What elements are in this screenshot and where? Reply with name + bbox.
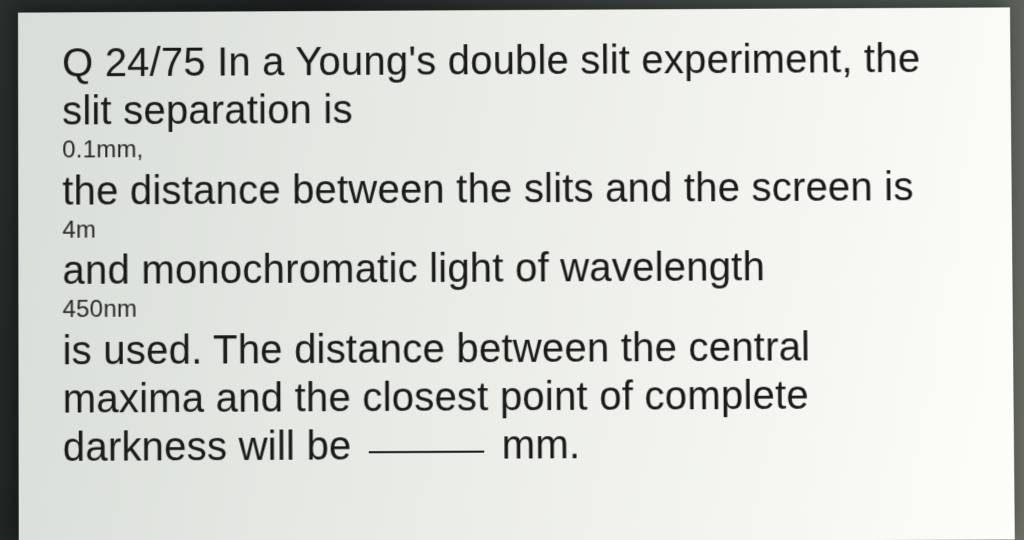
value-wavelength: 450nm	[62, 291, 976, 324]
question-line-3: the distance between the slits and the s…	[62, 163, 975, 214]
question-line-6: maxima and the closest point of complete	[63, 371, 978, 422]
question-line-4: and monochromatic light of wavelength	[62, 243, 976, 294]
value-slit-separation: 0.1mm,	[62, 132, 975, 164]
question-line-1: Q 24/75 In a Young's double slit experim…	[62, 36, 975, 87]
answer-blank[interactable]	[369, 450, 484, 453]
answer-unit: mm.	[502, 423, 581, 468]
question-page: Q 24/75 In a Young's double slit experim…	[18, 7, 1015, 540]
question-line-7: darkness will be mm.	[63, 420, 978, 471]
value-screen-distance: 4m	[62, 211, 976, 243]
question-line-5: is used. The distance between the centra…	[63, 323, 978, 374]
question-line-2: slit separation is	[62, 84, 975, 135]
question-line-7a: darkness will be	[63, 424, 352, 470]
